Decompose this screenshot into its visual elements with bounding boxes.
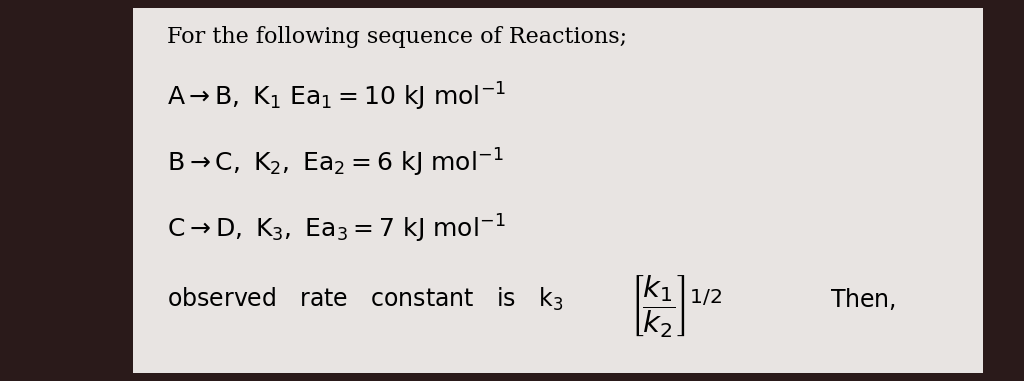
Text: $\mathrm{Then,}$: $\mathrm{Then,}$ xyxy=(830,286,896,312)
Text: For the following sequence of Reactions;: For the following sequence of Reactions; xyxy=(167,26,628,48)
Text: $\mathrm{C \rightarrow D,\ K_3,\ Ea_3 = 7\ kJ\ mol^{-1}}$: $\mathrm{C \rightarrow D,\ K_3,\ Ea_3 = … xyxy=(167,213,506,245)
Text: $\left[\dfrac{k_1}{k_2}\right]^{1/2}$: $\left[\dfrac{k_1}{k_2}\right]^{1/2}$ xyxy=(631,273,722,339)
Text: $\mathrm{A \rightarrow B,\ K_1\ Ea_1 = 10\ kJ\ mol^{-1}}$: $\mathrm{A \rightarrow B,\ K_1\ Ea_1 = 1… xyxy=(167,81,506,113)
Text: $\mathrm{B \rightarrow C,\ K_2,\ Ea_2 = 6\ kJ\ mol^{-1}}$: $\mathrm{B \rightarrow C,\ K_2,\ Ea_2 = … xyxy=(167,147,504,179)
FancyBboxPatch shape xyxy=(133,8,983,373)
Text: $\mathrm{observed\ \ \ rate\ \ \ constant\ \ \ is\ \ \ k_3}$: $\mathrm{observed\ \ \ rate\ \ \ constan… xyxy=(167,286,563,313)
